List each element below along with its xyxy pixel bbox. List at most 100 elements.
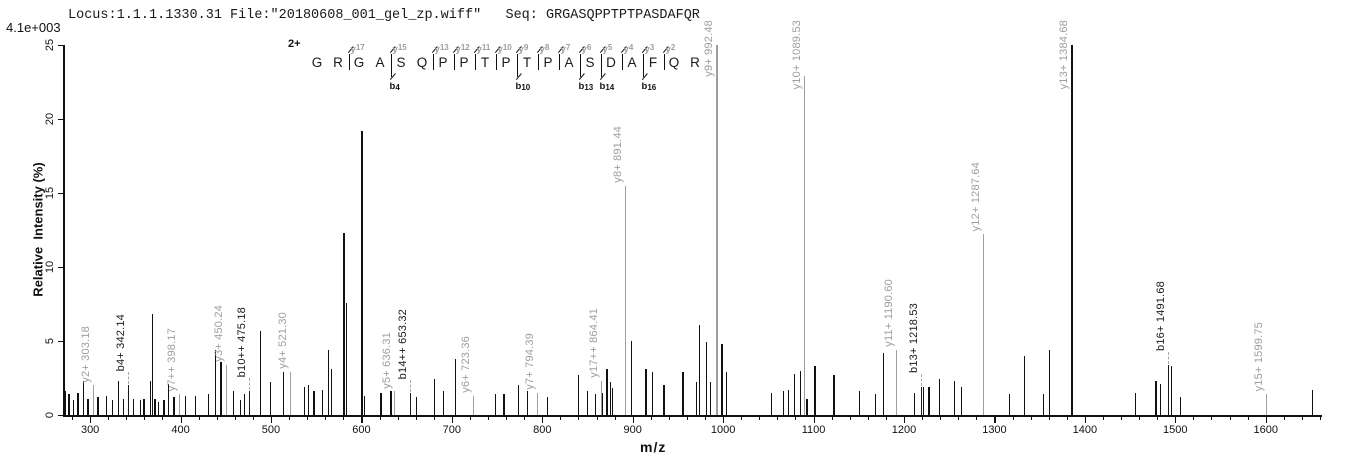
b-ion-marker: b16 bbox=[641, 81, 657, 92]
peak bbox=[364, 395, 366, 415]
residue-letter: A bbox=[375, 55, 385, 70]
peak bbox=[771, 392, 773, 415]
peak bbox=[308, 385, 310, 415]
peak bbox=[1048, 349, 1050, 415]
peak-label: b13+ 1218.53 bbox=[907, 302, 920, 373]
fragment-peak bbox=[600, 380, 602, 415]
residue-letter: A bbox=[627, 55, 637, 70]
x-minor-tick bbox=[1048, 416, 1050, 420]
x-tick-label: 500 bbox=[261, 424, 281, 436]
residue-letter: P bbox=[438, 55, 448, 70]
y-ion-marker: y6 bbox=[581, 43, 592, 55]
residue: G bbox=[307, 54, 328, 72]
peak bbox=[415, 397, 417, 415]
x-major-tick bbox=[723, 416, 725, 423]
x-minor-tick bbox=[126, 416, 128, 420]
x-minor-tick bbox=[1283, 416, 1285, 420]
residue-letter: G bbox=[353, 55, 365, 70]
y-ion-marker: y13 bbox=[434, 43, 449, 55]
x-major-tick bbox=[1175, 416, 1177, 423]
x-major-tick bbox=[1084, 416, 1087, 423]
x-minor-tick bbox=[216, 416, 218, 420]
peak bbox=[163, 400, 165, 415]
fragment-peak bbox=[1265, 394, 1267, 415]
x-axis bbox=[63, 415, 1322, 417]
x-major-tick bbox=[632, 416, 634, 423]
x-minor-tick bbox=[867, 416, 869, 420]
x-minor-tick bbox=[469, 416, 471, 420]
peak-label: b16+ 1491.68 bbox=[1154, 280, 1167, 351]
residue: y4 A bbox=[620, 43, 643, 72]
peak bbox=[151, 314, 153, 415]
peak bbox=[321, 389, 323, 415]
peak bbox=[913, 392, 916, 415]
peak-label: b10++ 475.18 bbox=[235, 307, 248, 378]
peak-label: y13+ 1384.68 bbox=[1058, 20, 1071, 90]
peak bbox=[97, 397, 99, 415]
peak bbox=[282, 372, 284, 415]
peak bbox=[782, 391, 785, 415]
peak bbox=[606, 369, 608, 415]
fragment-peak bbox=[895, 349, 897, 415]
residue: y15 b4 S bbox=[389, 43, 412, 92]
fragment-peak bbox=[128, 385, 130, 415]
residue: Q bbox=[412, 54, 433, 72]
peak-label: y17++ 864.41 bbox=[587, 308, 600, 378]
fragment-peak bbox=[225, 364, 228, 415]
x-minor-tick bbox=[940, 416, 942, 420]
peak bbox=[923, 386, 925, 415]
peak bbox=[1159, 383, 1162, 415]
x-minor-tick bbox=[1301, 416, 1303, 420]
residue: y6 b13 S bbox=[578, 43, 601, 92]
x-minor-tick bbox=[578, 416, 580, 420]
peak bbox=[577, 375, 579, 415]
peak-label: y5+ 636.31 bbox=[381, 331, 394, 389]
x-minor-tick bbox=[795, 416, 797, 420]
peak bbox=[503, 394, 505, 415]
x-minor-tick bbox=[849, 416, 851, 420]
peak-label: y7++ 398.17 bbox=[165, 327, 178, 392]
label-leader bbox=[248, 378, 250, 391]
peak-label: b4+ 342.14 bbox=[115, 314, 128, 372]
x-tick-label: 1200 bbox=[891, 424, 917, 436]
peak bbox=[1179, 397, 1182, 415]
peak bbox=[1170, 366, 1172, 415]
peak bbox=[233, 391, 235, 415]
residue-letter: Q bbox=[668, 55, 680, 70]
peak bbox=[343, 232, 346, 415]
y-ion-marker: y7 bbox=[560, 43, 571, 55]
y-tick bbox=[58, 119, 63, 121]
y-tick bbox=[58, 341, 63, 343]
peak bbox=[651, 372, 653, 415]
peak bbox=[814, 366, 816, 415]
x-minor-tick bbox=[415, 416, 417, 420]
peak bbox=[793, 373, 795, 415]
fragment-peak bbox=[290, 372, 292, 415]
b-ion-marker: b13 bbox=[578, 81, 594, 92]
peak bbox=[167, 383, 170, 415]
x-minor-tick bbox=[343, 416, 345, 420]
x-tick-label: 800 bbox=[533, 424, 552, 436]
y-tick-label: 25 bbox=[44, 38, 56, 52]
peak bbox=[303, 386, 305, 415]
peak bbox=[327, 349, 330, 415]
x-tick-label: 700 bbox=[442, 424, 462, 436]
b-ion-marker: b14 bbox=[599, 81, 615, 92]
fragment-peak bbox=[804, 76, 806, 415]
fragment-peak bbox=[716, 45, 718, 415]
peak-label: y12+ 1287.64 bbox=[970, 162, 983, 232]
x-minor-tick bbox=[289, 416, 291, 420]
residue: y5 b14 D bbox=[599, 43, 622, 92]
peak bbox=[696, 382, 698, 415]
y-ion-marker: y11 bbox=[476, 43, 491, 55]
x-minor-tick bbox=[1229, 416, 1231, 420]
peak bbox=[586, 391, 588, 415]
residue: R bbox=[685, 54, 706, 72]
fragment-peak bbox=[93, 385, 95, 415]
peak bbox=[1008, 394, 1011, 415]
y-ion-marker: y15 bbox=[392, 43, 407, 55]
residue-letter: P bbox=[543, 55, 553, 70]
x-minor-tick bbox=[1320, 416, 1321, 420]
peak-label: y7+ 794.39 bbox=[524, 333, 537, 390]
y-tick-label: 0 bbox=[44, 411, 56, 419]
